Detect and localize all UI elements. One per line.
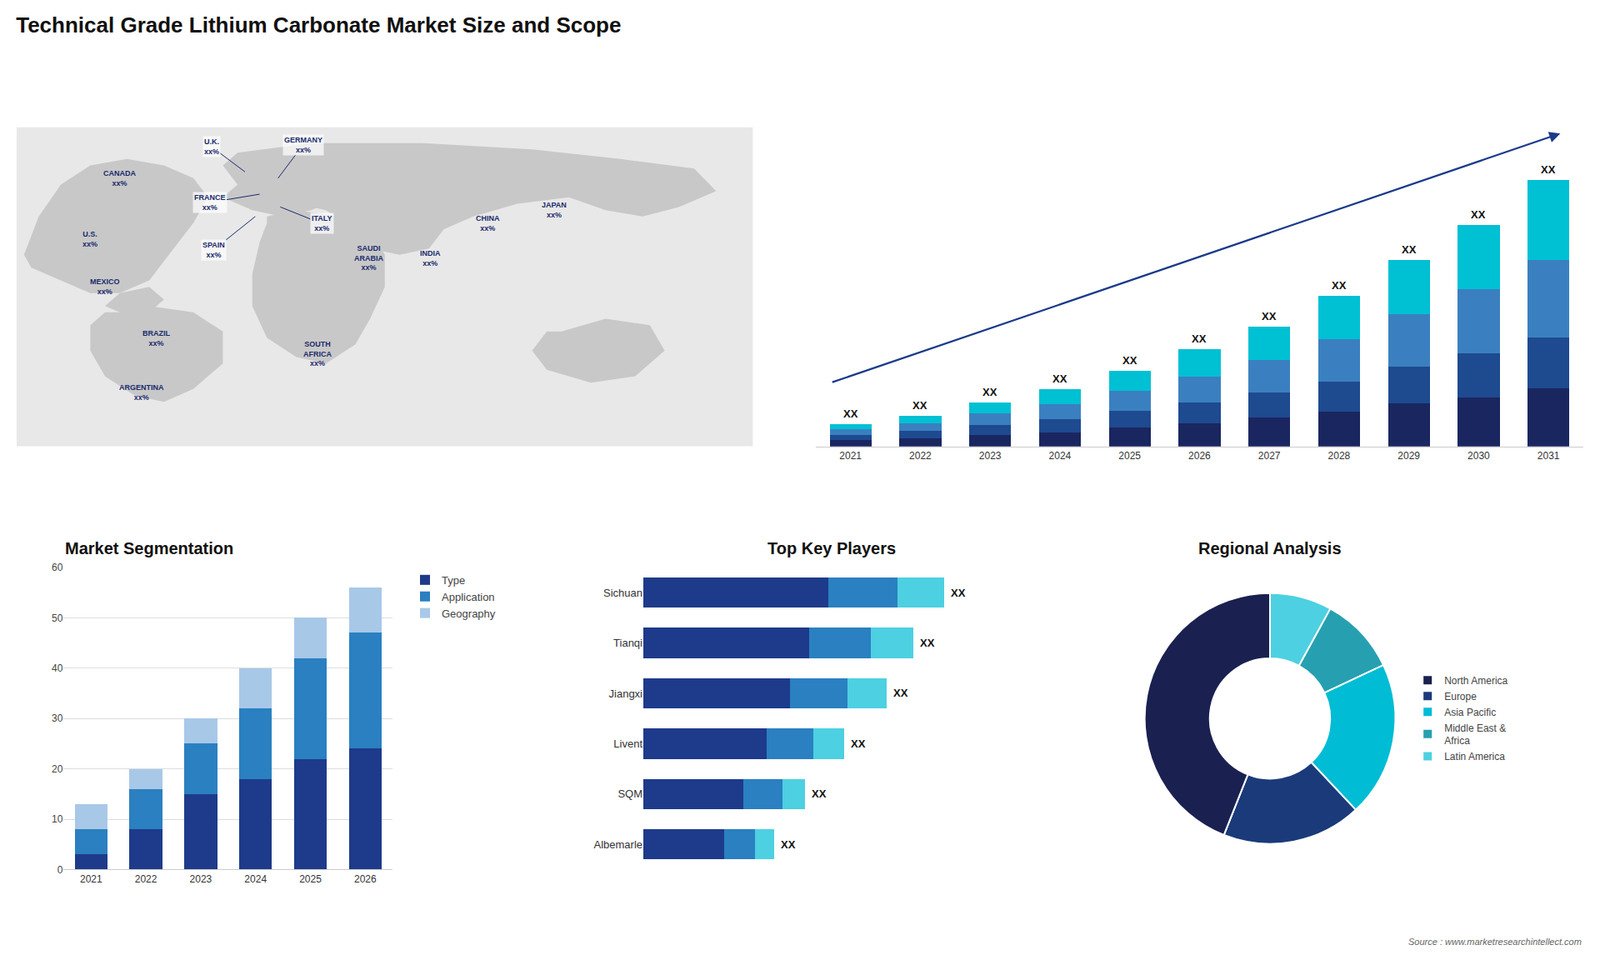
svg-text:XX: XX: [780, 838, 796, 851]
svg-text:BRAZILxx%: BRAZILxx%: [142, 329, 170, 348]
svg-text:XX: XX: [1470, 208, 1486, 221]
svg-text:Geography: Geography: [441, 607, 496, 620]
svg-text:0: 0: [57, 864, 64, 876]
svg-text:XX: XX: [982, 385, 998, 399]
svg-text:XX: XX: [920, 636, 935, 650]
svg-text:FRANCExx%: FRANCExx%: [194, 193, 226, 212]
svg-text:2021: 2021: [839, 450, 862, 462]
svg-text:Top Key Players: Top Key Players: [767, 539, 896, 558]
svg-text:Type: Type: [441, 574, 465, 587]
svg-text:XX: XX: [1052, 372, 1068, 385]
svg-text:2024: 2024: [1049, 450, 1072, 462]
svg-text:ITALYxx%: ITALYxx%: [311, 214, 333, 233]
svg-text:XX: XX: [912, 399, 928, 412]
svg-text:XX: XX: [843, 407, 859, 420]
svg-text:2026: 2026: [1188, 450, 1211, 462]
svg-text:XX: XX: [1401, 243, 1417, 256]
svg-text:XX: XX: [811, 787, 827, 800]
svg-text:2022: 2022: [135, 873, 158, 885]
svg-text:Regional Analysis: Regional Analysis: [1198, 539, 1342, 558]
svg-text:XX: XX: [893, 686, 909, 700]
svg-text:INDIAxx%: INDIAxx%: [420, 249, 441, 268]
svg-text:2030: 2030: [1467, 450, 1490, 462]
svg-text:2021: 2021: [80, 873, 103, 885]
svg-text:SPAINxx%: SPAINxx%: [202, 240, 225, 260]
svg-text:Livent: Livent: [613, 737, 643, 750]
svg-text:XX: XX: [950, 586, 966, 600]
svg-text:XX: XX: [1122, 354, 1138, 367]
svg-text:Sichuan: Sichuan: [603, 586, 643, 600]
svg-text:2026: 2026: [354, 873, 377, 885]
svg-text:Latin America: Latin America: [1444, 750, 1505, 763]
svg-text:MEXICOxx%: MEXICOxx%: [90, 277, 120, 296]
svg-text:20: 20: [51, 763, 64, 775]
svg-text:2023: 2023: [190, 873, 213, 885]
svg-text:Asia Pacific: Asia Pacific: [1444, 706, 1496, 719]
svg-text:2024: 2024: [244, 873, 267, 885]
svg-text:10: 10: [51, 813, 64, 825]
svg-text:XX: XX: [1191, 332, 1207, 345]
svg-text:SOUTHAFRICAxx%: SOUTHAFRICAxx%: [303, 340, 332, 368]
svg-text:SAUDIARABIAxx%: SAUDIARABIAxx%: [354, 244, 384, 272]
svg-text:Albemarle: Albemarle: [593, 838, 643, 851]
svg-text:Technical Grade Lithium Carbon: Technical Grade Lithium Carbonate Market…: [15, 12, 621, 38]
svg-text:2022: 2022: [909, 450, 932, 462]
svg-text:Tianqi: Tianqi: [613, 636, 643, 650]
svg-text:Europe: Europe: [1444, 690, 1477, 703]
svg-text:GERMANYxx%: GERMANYxx%: [284, 135, 323, 155]
svg-text:XX: XX: [1331, 279, 1347, 292]
svg-text:2023: 2023: [979, 450, 1002, 462]
svg-text:Jiangxi: Jiangxi: [609, 687, 644, 700]
svg-text:30: 30: [51, 712, 64, 725]
svg-text:CANADAxx%: CANADAxx%: [103, 169, 136, 188]
svg-text:50: 50: [51, 612, 64, 625]
svg-text:XX: XX: [850, 737, 866, 750]
svg-text:2025: 2025: [299, 873, 322, 885]
svg-text:North America: North America: [1444, 675, 1508, 687]
svg-text:XX: XX: [1261, 310, 1277, 323]
svg-text:SQM: SQM: [617, 787, 643, 800]
svg-text:Source : www.marketresearchint: Source : www.marketresearchintellect.com: [1408, 936, 1582, 947]
svg-text:Market Segmentation: Market Segmentation: [65, 539, 234, 558]
svg-text:Application: Application: [441, 590, 495, 604]
svg-text:U.K.xx%: U.K.xx%: [204, 137, 220, 156]
svg-text:ARGENTINAxx%: ARGENTINAxx%: [119, 383, 165, 402]
svg-text:JAPANxx%: JAPANxx%: [541, 200, 567, 220]
svg-text:40: 40: [51, 662, 64, 675]
svg-text:XX: XX: [1540, 163, 1556, 176]
svg-text:U.S.xx%: U.S.xx%: [82, 230, 98, 249]
svg-text:2031: 2031: [1537, 450, 1560, 462]
svg-text:60: 60: [51, 561, 64, 574]
svg-text:CHINAxx%: CHINAxx%: [475, 214, 500, 233]
svg-text:2027: 2027: [1258, 450, 1281, 462]
svg-text:2029: 2029: [1397, 450, 1420, 462]
svg-text:2028: 2028: [1328, 450, 1351, 462]
svg-text:Middle East &Africa: Middle East &Africa: [1444, 722, 1506, 748]
svg-text:2025: 2025: [1118, 450, 1141, 462]
